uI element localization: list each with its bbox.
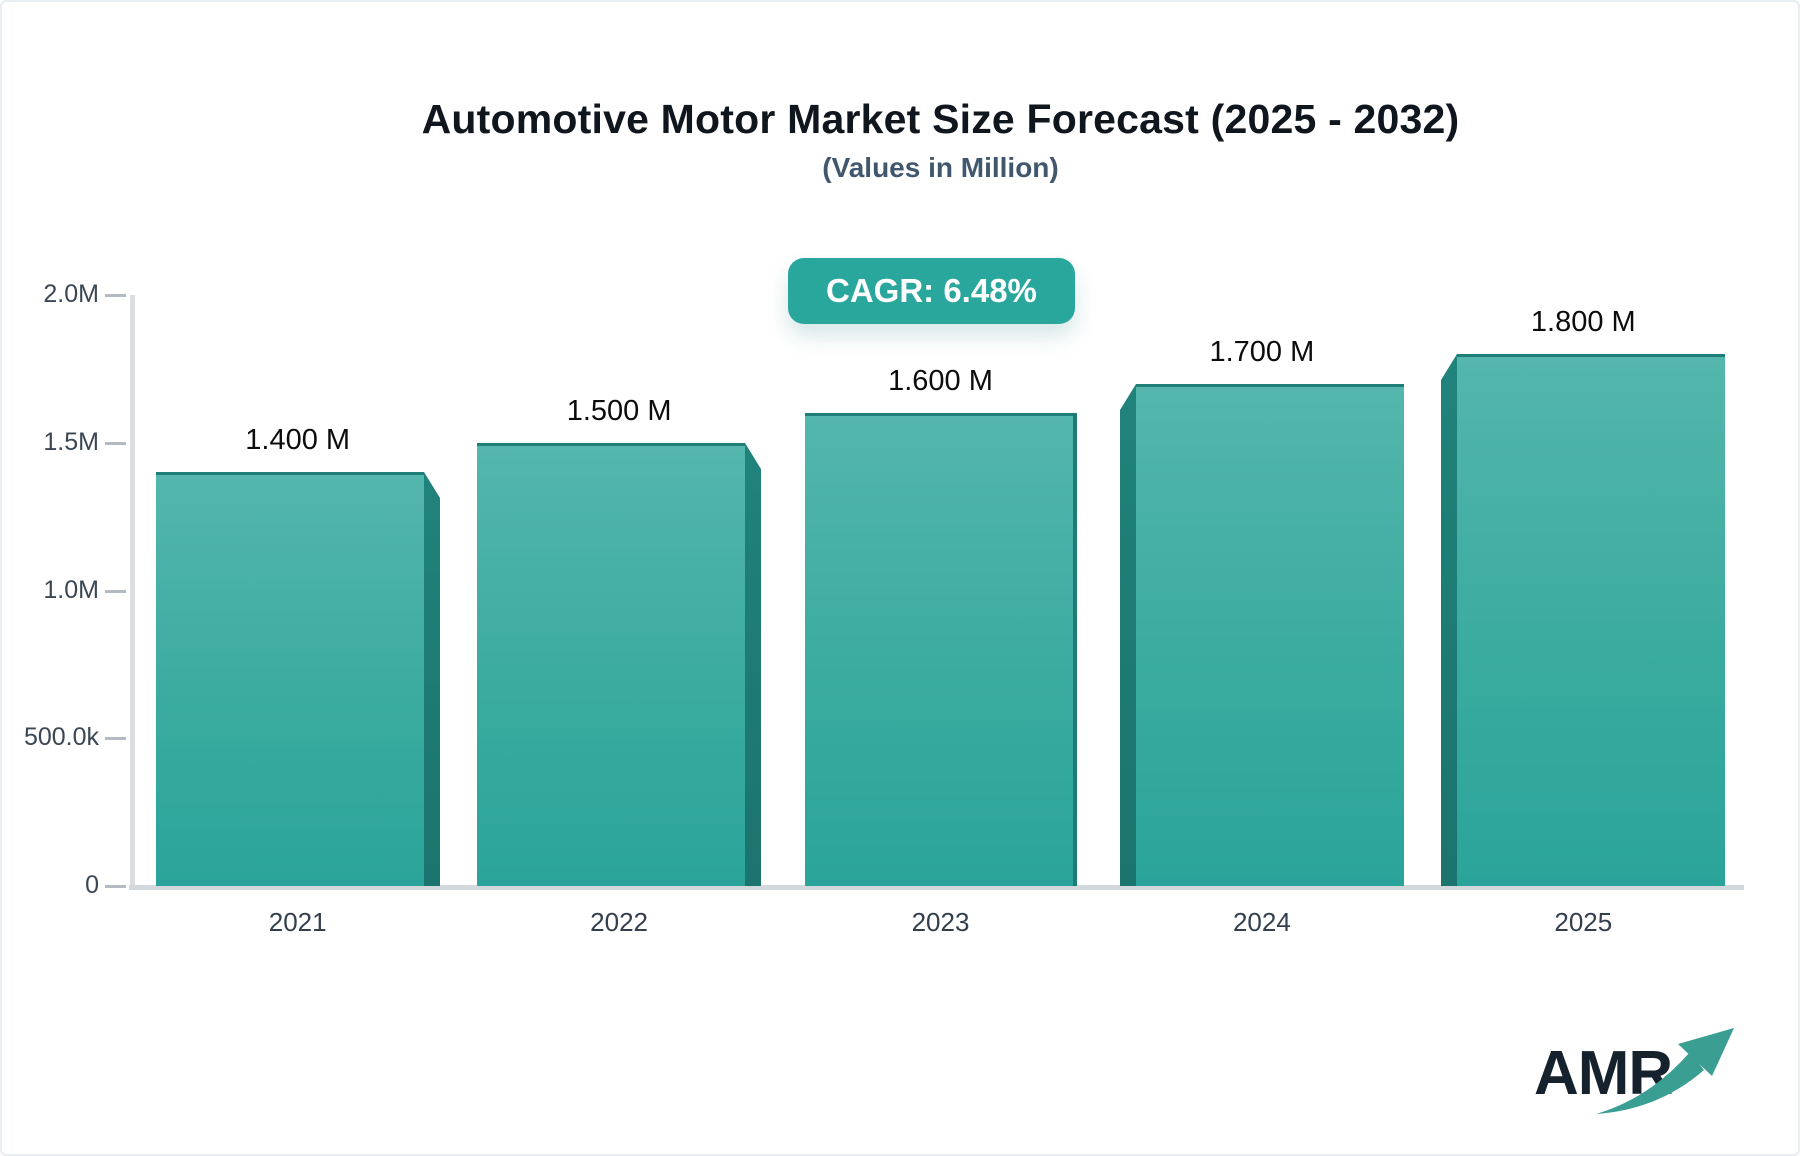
- y-tick-mark: [105, 885, 126, 888]
- bar-2023: [805, 413, 1073, 886]
- bar-3d-edge: [1073, 413, 1077, 886]
- bar-value-label: 1.800 M: [1530, 306, 1636, 338]
- y-tick-label: 1.0M: [43, 575, 99, 604]
- bar-value-label: 1.600 M: [888, 365, 993, 397]
- bar-2021: [156, 472, 424, 886]
- chart-title: Automotive Motor Market Size Forecast (2…: [421, 96, 1460, 142]
- growth-arrow-icon: [1596, 1028, 1734, 1114]
- cagr-badge: CAGR: 6.48%: [788, 258, 1075, 324]
- y-axis-line: [130, 295, 135, 889]
- bar-3d-side: [1120, 384, 1136, 886]
- x-tick-label: 2022: [590, 907, 649, 937]
- bar-3d-side: [424, 472, 440, 886]
- x-tick-label: 2023: [911, 907, 970, 937]
- x-axis-line: [129, 885, 1744, 890]
- bar-2022: [477, 443, 745, 886]
- amr-logo-graphic: AMR: [1534, 1028, 1734, 1114]
- bar-2024: [1136, 384, 1404, 886]
- y-tick-mark: [105, 294, 126, 297]
- y-tick-mark: [105, 441, 126, 445]
- amr-logo: AMR: [1500, 1014, 1780, 1129]
- bar-value-label: 1.500 M: [566, 395, 672, 427]
- y-tick-label: 500.0k: [23, 723, 99, 752]
- bar-2025: [1457, 354, 1725, 886]
- y-tick-mark: [105, 737, 126, 741]
- bar-3d-side: [745, 443, 761, 886]
- y-tick-label: 1.5M: [43, 427, 99, 456]
- bar-3d-side: [1441, 354, 1457, 886]
- x-tick-label: 2021: [268, 907, 327, 937]
- bar-value-label: 1.700 M: [1209, 336, 1315, 368]
- x-tick-label: 2025: [1554, 907, 1613, 937]
- chart-subtitle: (Values in Million): [822, 152, 1059, 183]
- bar-value-label: 1.400 M: [245, 424, 351, 456]
- y-tick-label: 0: [85, 871, 99, 899]
- y-tick-label: 2.0M: [43, 280, 99, 308]
- y-tick-mark: [105, 589, 126, 593]
- x-tick-label: 2024: [1232, 907, 1291, 937]
